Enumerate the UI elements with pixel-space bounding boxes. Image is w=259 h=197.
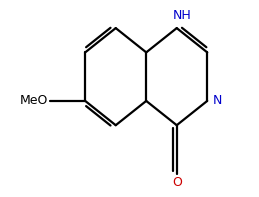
Text: NH: NH	[173, 9, 191, 22]
Text: N: N	[212, 94, 222, 107]
Text: MeO: MeO	[20, 94, 48, 107]
Text: O: O	[172, 176, 182, 189]
